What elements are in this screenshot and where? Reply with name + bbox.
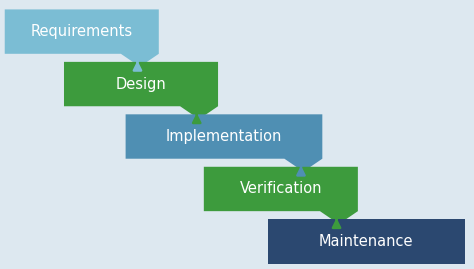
Text: Verification: Verification [239, 182, 322, 196]
PathPatch shape [5, 9, 159, 67]
PathPatch shape [204, 167, 358, 224]
FancyBboxPatch shape [268, 219, 465, 264]
Text: Requirements: Requirements [31, 24, 133, 39]
Text: Design: Design [116, 77, 166, 91]
Text: Maintenance: Maintenance [319, 234, 413, 249]
Text: Implementation: Implementation [166, 129, 282, 144]
PathPatch shape [64, 62, 218, 119]
PathPatch shape [126, 114, 322, 172]
